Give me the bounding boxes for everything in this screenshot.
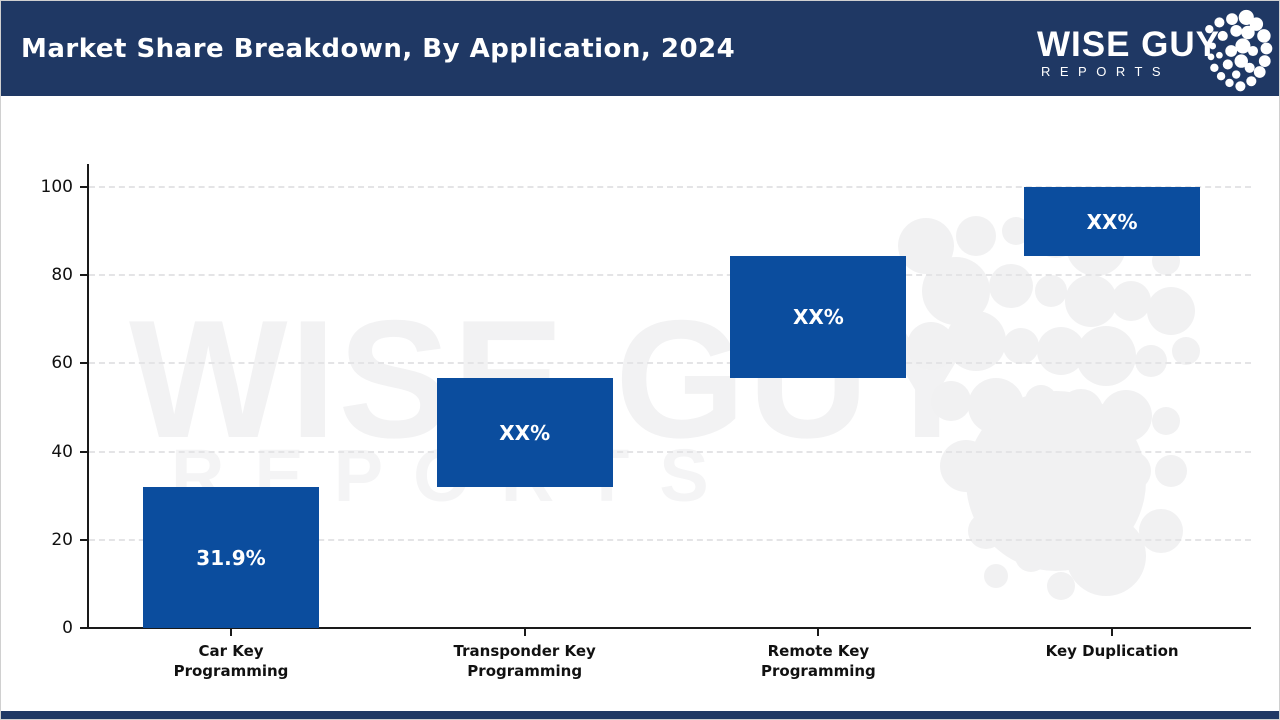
y-tick-mark <box>80 538 88 541</box>
gridline-y20 <box>89 538 1251 541</box>
bar-value-label: XX% <box>499 420 551 445</box>
y-tick-mark <box>80 362 88 365</box>
y-tick-label: 0 <box>62 618 73 638</box>
x-tick-mark <box>1111 629 1114 636</box>
x-label-line1: Remote Key <box>767 642 870 660</box>
brand-logo-wordmark: WISE GUY <box>1037 25 1221 64</box>
x-axis-line <box>87 627 1251 629</box>
bar-value-label: XX% <box>792 305 844 330</box>
bar-value-label: XX% <box>1086 209 1138 234</box>
bar-value-label: 31.9% <box>196 545 266 570</box>
x-label-line2: Programming <box>173 662 289 680</box>
x-label-line1: Car Key <box>198 642 264 660</box>
gridline-y80 <box>89 274 1251 277</box>
y-tick-label: 80 <box>51 265 73 286</box>
y-tick-label: 40 <box>51 441 73 462</box>
y-tick-mark <box>80 450 88 453</box>
x-tick-mark <box>523 629 526 636</box>
footer-bar <box>1 711 1279 719</box>
x-axis-category-label: Key Duplication <box>962 641 1262 661</box>
gridline-y40 <box>89 450 1251 453</box>
x-axis-category-label: Remote Key Programming <box>668 641 968 681</box>
x-label-line1: Transponder Key <box>453 642 596 660</box>
waterfall-bar: XX% <box>436 377 613 488</box>
gridline-y100 <box>89 186 1251 188</box>
header-bar: Market Share Breakdown, By Application, … <box>1 1 1279 96</box>
brand-head-dots-icon <box>1205 9 1273 92</box>
page-title: Market Share Breakdown, By Application, … <box>21 34 736 64</box>
x-label-line2: Programming <box>467 662 583 680</box>
x-axis-category-label: Transponder Key Programming <box>375 641 675 681</box>
y-axis-line <box>87 164 89 629</box>
x-label-line1: Key Duplication <box>1045 642 1179 660</box>
x-axis-category-label: Car Key Programming <box>81 641 381 681</box>
gridline-y60 <box>89 362 1251 365</box>
y-tick-mark <box>80 627 88 629</box>
y-tick-label: 60 <box>51 353 73 374</box>
brand-logo-subtitle: REPORTS <box>1041 64 1171 79</box>
y-tick-label: 20 <box>51 529 73 550</box>
y-tick-mark <box>80 274 88 277</box>
y-tick-mark <box>80 186 88 188</box>
brand-logo: WISE GUY REPORTS <box>1037 7 1273 93</box>
x-label-line2: Programming <box>761 662 876 680</box>
waterfall-bar: XX% <box>730 256 907 378</box>
y-tick-label: 100 <box>40 177 73 197</box>
x-tick-mark <box>817 629 820 636</box>
x-tick-mark <box>230 629 232 636</box>
waterfall-bar: XX% <box>1024 187 1201 257</box>
waterfall-bar: 31.9% <box>143 487 319 628</box>
